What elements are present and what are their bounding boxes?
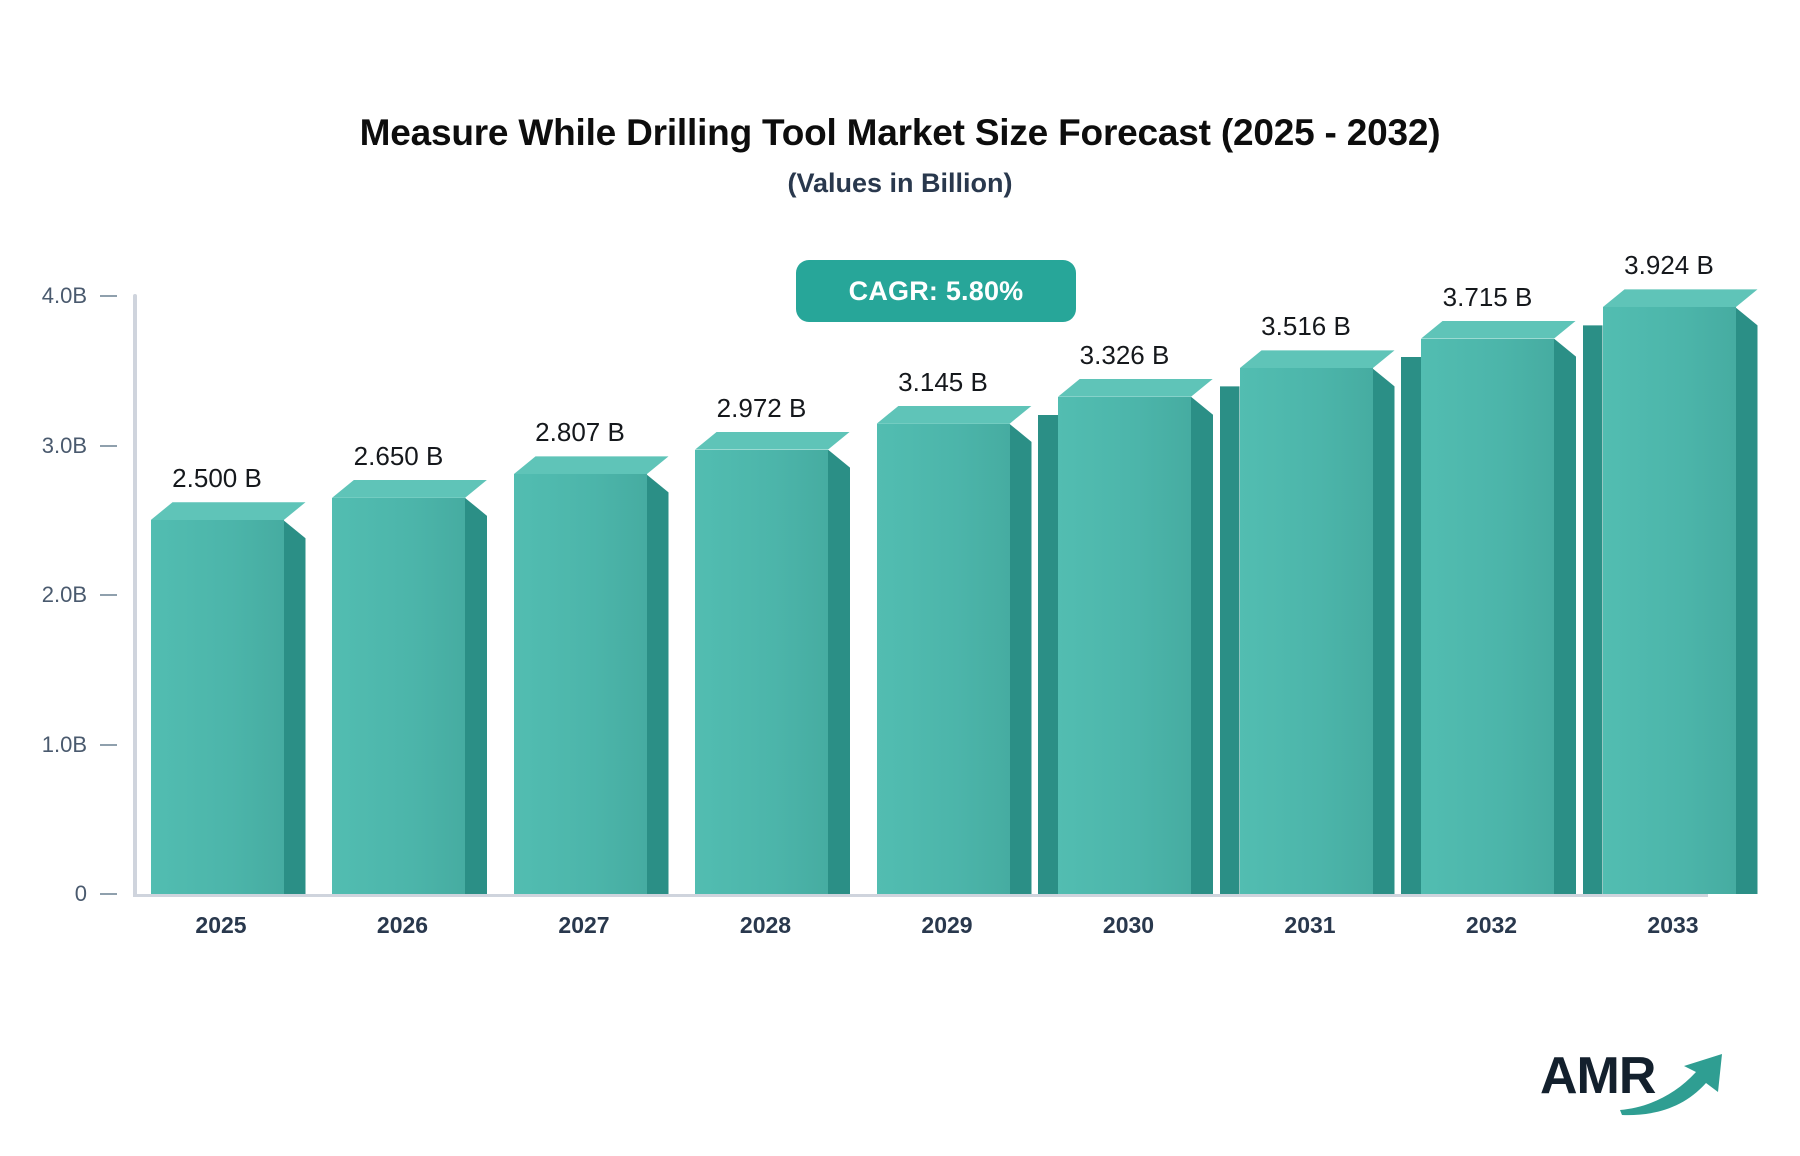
y-tick-label: 3.0B — [41, 432, 87, 458]
y-tick: 1.0B — [0, 732, 133, 758]
chart-title: Measure While Drilling Tool Market Size … — [359, 112, 1441, 153]
amr-logo: AMR — [1540, 1040, 1740, 1116]
y-axis-line — [133, 294, 137, 896]
bar-top-face — [876, 405, 1032, 424]
bar-value-label: 3.145 B — [898, 366, 988, 397]
bar-top-face — [513, 456, 669, 475]
y-tick-label: 0 — [74, 881, 87, 906]
y-tick: 2.0B — [0, 582, 133, 608]
bar-value-label: 3.924 B — [1624, 250, 1714, 281]
bar-left-shadow — [1038, 414, 1058, 894]
bar-value-label: 2.807 B — [535, 417, 625, 448]
x-axis-label: 2032 — [1465, 912, 1518, 938]
x-axis-label: 2030 — [1102, 912, 1155, 938]
bar-left-shadow — [1401, 356, 1421, 894]
bar — [513, 456, 669, 894]
y-tick-mark — [100, 594, 117, 596]
bar — [1038, 378, 1213, 894]
bar-side-face — [465, 497, 487, 894]
bar-top-face — [1421, 320, 1576, 339]
bar — [1219, 350, 1395, 894]
x-axis-label: 2029 — [921, 912, 973, 938]
bar — [150, 502, 306, 894]
bar-side-face — [1554, 338, 1576, 894]
cagr-badge: CAGR: 5.80% — [796, 260, 1076, 322]
bar-side-face — [1735, 307, 1758, 894]
bar-side-face — [828, 449, 850, 894]
bar-side-face — [1191, 396, 1213, 894]
chart-subtitle: (Values in Billion) — [787, 168, 1013, 198]
bar-side-face — [646, 474, 669, 894]
x-axis-label: 2028 — [739, 912, 792, 938]
y-tick-mark — [100, 295, 117, 297]
bar-side-face — [1009, 423, 1032, 894]
y-tick-mark — [100, 444, 117, 447]
y-tick-label: 4.0B — [41, 283, 87, 308]
bar-top-face — [332, 479, 487, 498]
bar-side-face — [1372, 368, 1395, 894]
bar — [695, 431, 850, 894]
bar-value-label: 2.972 B — [716, 392, 807, 423]
bar-value-label: 2.500 B — [172, 463, 262, 494]
logo-wordmark: AMR — [1540, 1047, 1656, 1105]
bar-side-face — [283, 520, 306, 894]
y-tick-mark — [100, 893, 117, 895]
x-axis-label: 2033 — [1647, 912, 1699, 938]
x-axis-label: 2027 — [558, 912, 610, 938]
bar-left-shadow — [1219, 386, 1240, 894]
y-tick-mark — [100, 743, 117, 746]
bar — [876, 405, 1032, 894]
x-axis-line — [133, 894, 1708, 897]
bar-value-label: 3.516 B — [1261, 311, 1351, 342]
bar-top-face — [695, 431, 850, 450]
y-tick: 4.0B — [0, 283, 133, 309]
x-axis-label: 2025 — [195, 912, 247, 938]
bar-top-face — [1602, 289, 1758, 308]
bar — [332, 479, 487, 894]
bar-left-shadow — [1582, 325, 1603, 894]
y-tick: 3.0B — [0, 433, 133, 459]
bar-value-label: 3.326 B — [1079, 339, 1170, 370]
bar-value-label: 3.715 B — [1442, 281, 1533, 312]
bar-top-face — [1058, 378, 1213, 397]
bar — [1401, 320, 1576, 894]
bar-value-label: 2.650 B — [353, 440, 444, 471]
bar — [1582, 289, 1758, 894]
y-tick: 0 — [0, 881, 133, 907]
bar-top-face — [1239, 350, 1395, 369]
growth-arrow-icon — [1620, 1054, 1722, 1116]
x-axis-label: 2026 — [376, 912, 429, 938]
y-tick-label: 1.0B — [41, 731, 87, 757]
x-axis-label: 2031 — [1284, 912, 1336, 938]
y-tick-label: 2.0B — [41, 582, 87, 607]
bar-top-face — [150, 502, 306, 521]
